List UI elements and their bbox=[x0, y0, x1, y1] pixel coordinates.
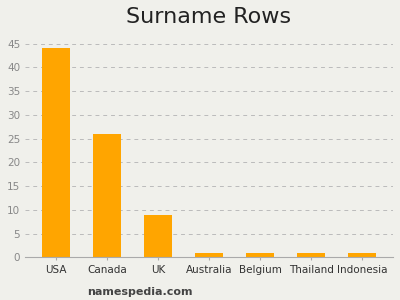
Bar bbox=[348, 253, 376, 257]
Bar bbox=[297, 253, 325, 257]
Bar bbox=[195, 253, 223, 257]
Bar bbox=[144, 214, 172, 257]
Bar bbox=[93, 134, 121, 257]
Bar bbox=[42, 48, 70, 257]
Title: Surname Rows: Surname Rows bbox=[126, 7, 292, 27]
Bar bbox=[246, 253, 274, 257]
Text: namespedia.com: namespedia.com bbox=[87, 287, 193, 297]
